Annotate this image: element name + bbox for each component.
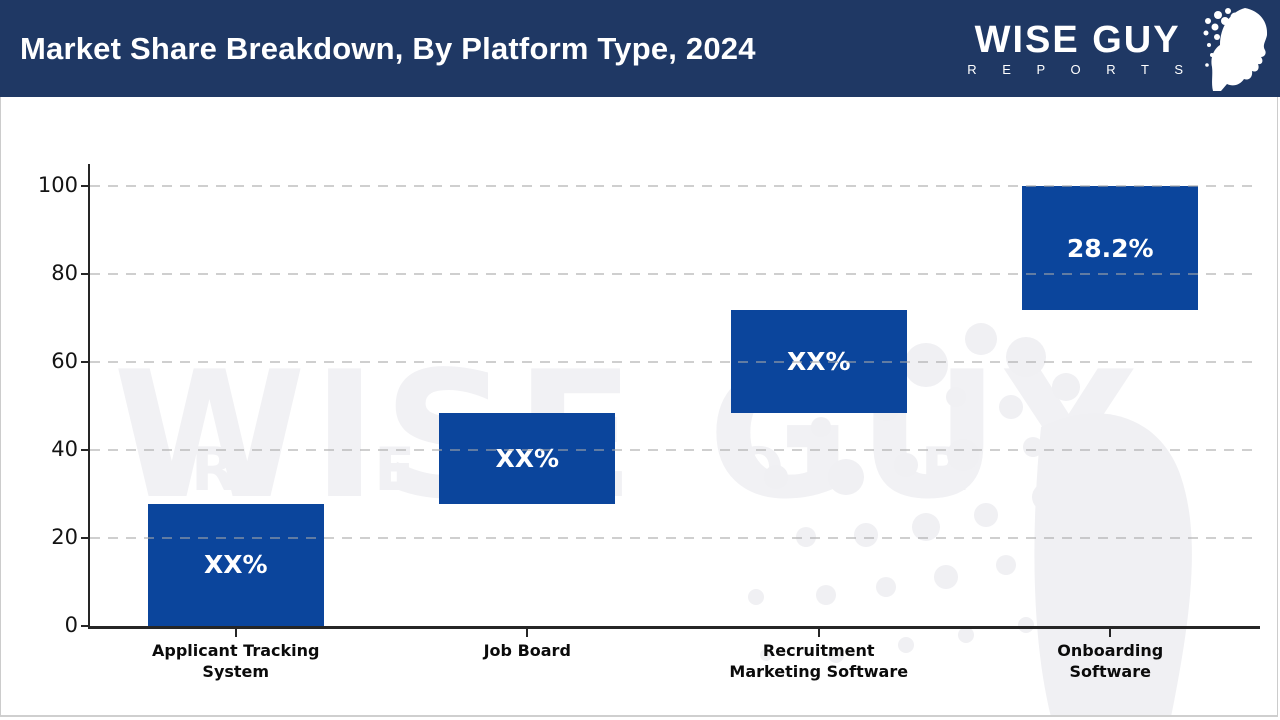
x-category-label-line: Recruitment — [762, 641, 875, 660]
x-category-label-line: Applicant Tracking — [152, 641, 320, 660]
x-axis-line — [88, 626, 1260, 629]
y-tick-label: 60 — [51, 349, 78, 373]
chart-card: WISE GUY R E P O R T S 0 20 40 60 80 100 XX% Ap… — [0, 97, 1278, 717]
x-category-label-line: System — [202, 662, 270, 681]
y-tick-mark — [81, 361, 89, 363]
y-tick-mark — [81, 537, 89, 539]
y-tick-label: 20 — [51, 525, 78, 549]
watermark-wordmark: WISE GUY — [113, 335, 1139, 538]
x-category-label: Onboarding Software — [960, 640, 1260, 682]
x-tick-mark — [526, 629, 529, 637]
brand-logo: WISE GUY R E P O R T S — [961, 6, 1270, 92]
x-category-label: Job Board — [377, 640, 677, 661]
logo-subtitle: R E P O R T S — [967, 62, 1194, 77]
x-category-label-line: Onboarding — [1057, 641, 1164, 660]
bar-value-label: XX% — [495, 443, 560, 473]
x-category-label: Applicant Tracking System — [86, 640, 386, 682]
bar-segment: 28.2% — [1022, 186, 1199, 311]
x-tick-mark — [1109, 629, 1112, 637]
y-tick-mark — [81, 449, 89, 451]
logo-face-icon — [1203, 8, 1268, 91]
watermark-face-icon — [748, 323, 1192, 715]
x-category-label-line: Software — [1069, 662, 1151, 681]
y-tick-mark — [81, 185, 89, 187]
y-tick-label: 40 — [51, 437, 78, 461]
x-category-label-line: Job Board — [483, 641, 571, 660]
bar-value-label: XX% — [203, 550, 268, 580]
x-category-label-line: Marketing Software — [729, 662, 909, 681]
y-tick-mark — [81, 273, 89, 275]
y-tick-label: 0 — [64, 613, 78, 637]
bar-value-label: 28.2% — [1066, 233, 1154, 263]
brand-logo-text: WISE GUY R E P O R T S — [961, 20, 1194, 78]
gridline-100 — [90, 185, 1256, 187]
gridline-20 — [90, 537, 1256, 539]
y-tick-label: 80 — [51, 261, 78, 285]
y-axis-line — [88, 164, 90, 628]
header: Market Share Breakdown, By Platform Type… — [0, 0, 1280, 97]
logo-wordmark: WISE GUY — [974, 19, 1181, 61]
bar-segment: XX% — [147, 503, 324, 626]
page-title: Market Share Breakdown, By Platform Type… — [20, 30, 756, 66]
x-tick-mark — [234, 629, 237, 637]
gridline-60 — [90, 361, 1256, 363]
bar-segment: XX% — [439, 412, 616, 504]
gridline-40 — [90, 449, 1256, 451]
x-tick-mark — [817, 629, 820, 637]
gridline-80 — [90, 273, 1256, 275]
y-tick-label: 100 — [37, 173, 78, 197]
y-tick-mark — [81, 625, 89, 627]
x-category-label: Recruitment Marketing Software — [669, 640, 969, 682]
